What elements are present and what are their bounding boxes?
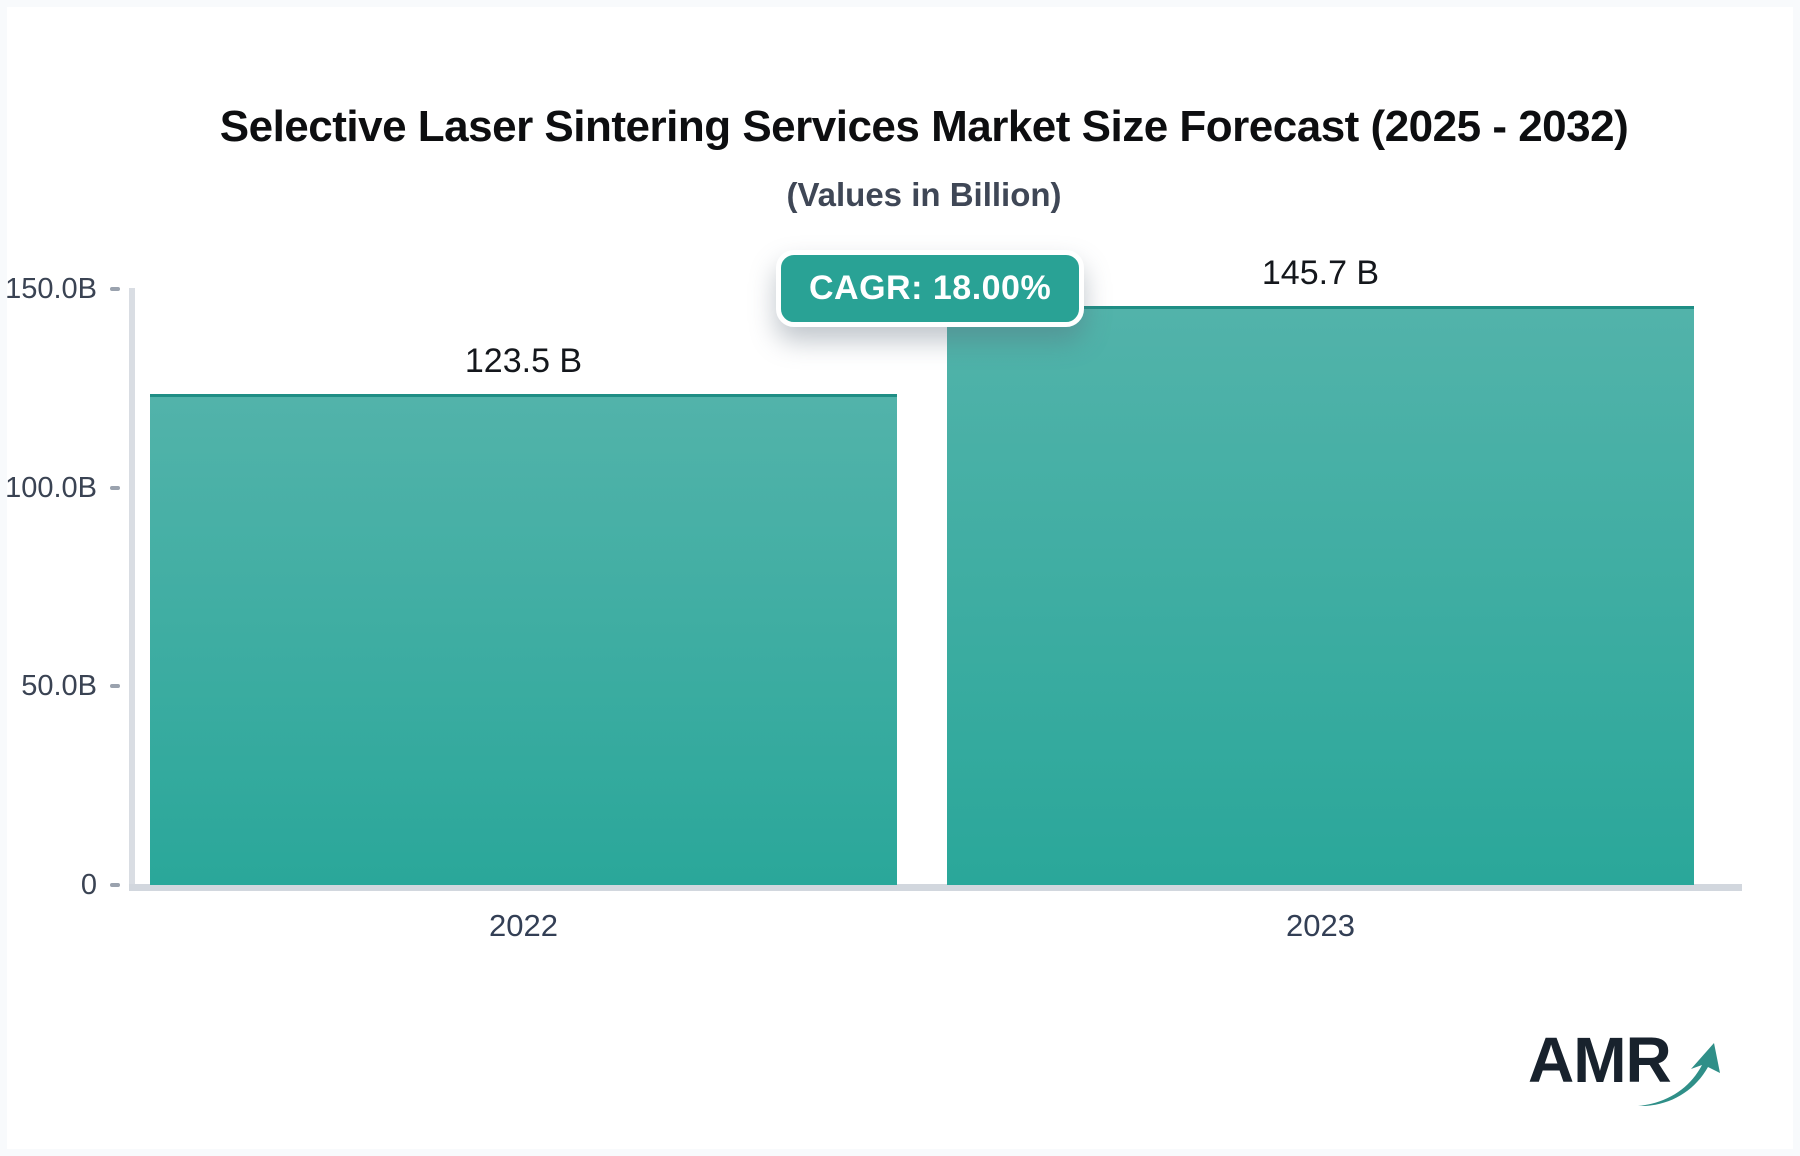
y-tick-label: 50.0B bbox=[21, 670, 97, 703]
cagr-badge: CAGR: 18.00% bbox=[776, 250, 1085, 327]
y-tick-label: 100.0B bbox=[5, 471, 97, 504]
x-axis-line bbox=[129, 884, 1742, 891]
bar-value-label: 123.5 B bbox=[464, 342, 583, 380]
x-tick-label: 2023 bbox=[1286, 908, 1355, 943]
x-tick-label: 2022 bbox=[489, 908, 558, 943]
amr-logo-text: AMR bbox=[1528, 1024, 1672, 1096]
bar-group: 123.5 B 2022 bbox=[150, 289, 897, 941]
y-tick-dash bbox=[110, 287, 120, 291]
y-tick-label: 0 bbox=[80, 869, 97, 901]
bar-2023[interactable] bbox=[947, 306, 1694, 885]
y-axis-line bbox=[129, 288, 135, 886]
chart-title: Selective Laser Sintering Services Marke… bbox=[219, 102, 1629, 151]
y-tick-label: 150.0B bbox=[5, 273, 97, 305]
y-tick-dash bbox=[110, 684, 120, 689]
y-tick-dash bbox=[110, 485, 120, 490]
chart-subtitle: (Values in Billion) bbox=[786, 176, 1062, 213]
bar-2022[interactable] bbox=[150, 394, 897, 885]
bar-group: 145.7 B 2023 bbox=[947, 256, 1694, 941]
bar-value-label: 145.7 B bbox=[1261, 254, 1380, 292]
trend-up-arrow-icon bbox=[1638, 1043, 1720, 1107]
chart-header: Selective Laser Sintering Services Marke… bbox=[0, 102, 1800, 214]
amr-logo: AMR bbox=[1528, 1024, 1720, 1118]
y-tick-dash bbox=[110, 883, 120, 887]
